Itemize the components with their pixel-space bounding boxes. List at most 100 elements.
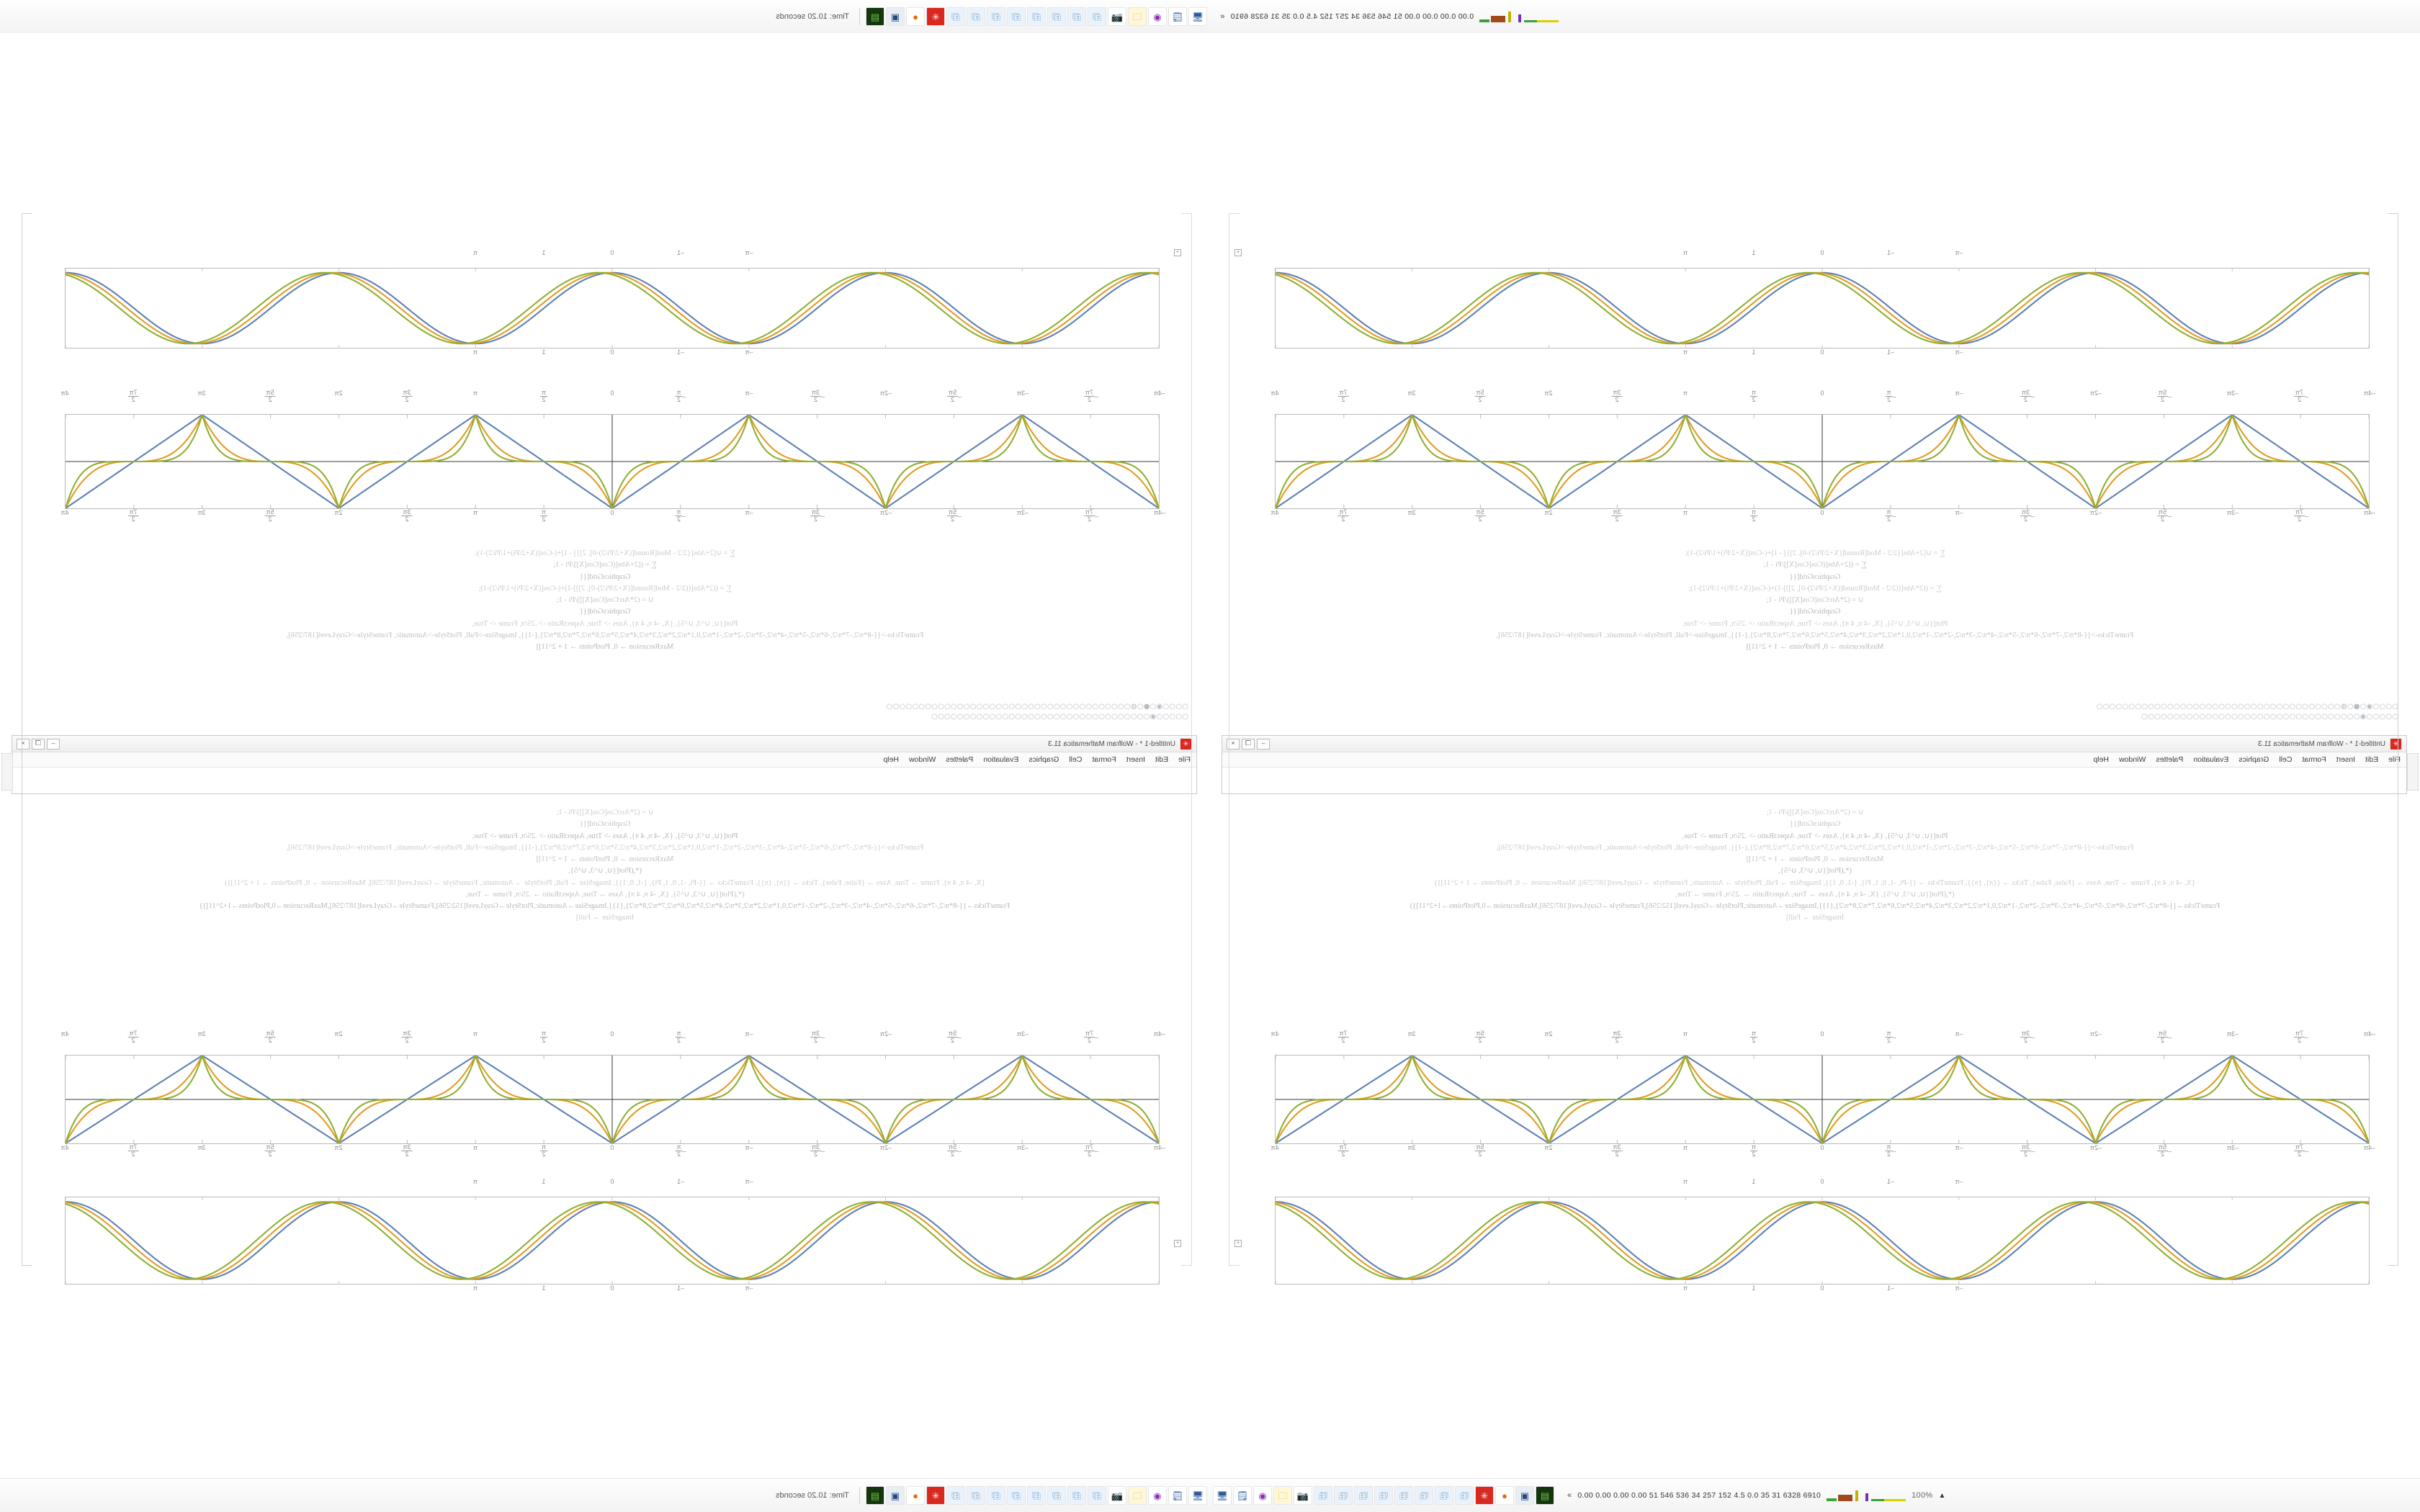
taskbar-icon-list-mirrored[interactable]: 🖥 🗒 ◉ 🗀 📷 🗊 🗊 🗊 🗊 🗊 🗊 🗊 🗊 ✳ ● ▣ ▤ xyxy=(863,1486,1210,1505)
tray-chevron-icon[interactable]: « xyxy=(1220,12,1225,21)
save-icon[interactable]: ▣ xyxy=(886,1486,905,1505)
notepad-icon[interactable]: 🗊 xyxy=(1027,7,1046,26)
taskbar-icon-list[interactable]: 🖥 🗒 ◉ 🗀 📷 🗊 🗊 🗊 🗊 🗊 🗊 🗊 🗊 ✳ ● ▣ ▤ xyxy=(863,7,1210,26)
media-icon[interactable]: ◉ xyxy=(1148,7,1167,26)
menu-item-evaluation[interactable]: Evaluation xyxy=(983,755,1019,764)
notebook-titlebar-left[interactable]: ✳ Untitled-1 * - Wolfram Mathematica 11.… xyxy=(12,736,1196,752)
code-block-upper-right[interactable]: ∑ = ∪[2+Abs[{2/2 - Mod[Round[(X+2/Pi/2)-… xyxy=(1239,548,2391,653)
notepad-icon[interactable]: 🗊 xyxy=(1415,1486,1433,1505)
code-block-lower-left[interactable]: ∪ = (2*ArcCos[Cos[X]])/Pi - 1; GraphicsGr… xyxy=(29,807,1181,924)
media-icon[interactable]: ◉ xyxy=(1148,1486,1167,1505)
notepad-icon[interactable]: 🗊 xyxy=(1354,1486,1373,1505)
menubar-right[interactable]: File Edit Insert Format Cell Graphics Evaluati… xyxy=(1222,752,2406,768)
scrollbar-left[interactable] xyxy=(1,753,13,791)
mathematica-icon[interactable]: ✳ xyxy=(926,1486,945,1505)
code-block-lower-right[interactable]: ∪ = (2*ArcCos[Cos[X]])/Pi - 1; GraphicsGr… xyxy=(1239,807,2391,924)
menu-item-graphics[interactable]: Graphics xyxy=(2238,755,2269,764)
terminal-icon[interactable]: ▤ xyxy=(866,1486,884,1505)
folder-icon[interactable]: 🗀 xyxy=(1273,1486,1292,1505)
notepad-icon[interactable]: 🗊 xyxy=(1394,1486,1413,1505)
cell-marker-tr[interactable]: + xyxy=(1234,249,1242,256)
code-block-upper-left[interactable]: ∑ = ∪[2+Abs[{2/2 - Mod[Round[(X+2/Pi/2)-… xyxy=(29,548,1181,653)
menu-item-insert[interactable]: Insert xyxy=(2336,755,2355,764)
save-icon[interactable]: ▣ xyxy=(886,7,905,26)
menu-item-help[interactable]: Help xyxy=(2093,755,2109,764)
menu-item-format[interactable]: Format xyxy=(2302,755,2326,764)
terminal-icon[interactable]: ▤ xyxy=(1536,1486,1554,1505)
firefox-icon[interactable]: ● xyxy=(906,1486,925,1505)
computer-icon[interactable]: 🖥 xyxy=(1188,1486,1207,1505)
menu-item-window[interactable]: Window xyxy=(908,755,936,764)
notepad-icon[interactable]: 🗊 xyxy=(1047,7,1066,26)
minimize-button[interactable]: – xyxy=(1257,738,1270,750)
notepad-icon[interactable]: 🗊 xyxy=(1047,1486,1066,1505)
maximize-button[interactable]: ❐ xyxy=(32,738,45,750)
notepad-icon[interactable]: 🗊 xyxy=(1334,1486,1353,1505)
cell-bracket-outer-right[interactable] xyxy=(2388,213,2398,1266)
taskbar-right-group[interactable]: 🖥 🗒 ◉ 🗀 📷 🗊 🗊 🗊 🗊 🗊 🗊 🗊 🗊 ✳ ● ▣ ▤ Time: 10.20 seconds xyxy=(0,0,1210,33)
notepad-icon[interactable]: 🗊 xyxy=(946,1486,965,1505)
folder-icon[interactable]: 🗀 xyxy=(1128,1486,1147,1505)
cell-bracket-inner-left[interactable] xyxy=(1181,213,1192,1266)
media-icon[interactable]: ◉ xyxy=(1253,1486,1272,1505)
cell-marker-bl[interactable]: + xyxy=(1174,1240,1181,1247)
menu-item-palettes[interactable]: Palettes xyxy=(2156,755,2184,764)
folder-icon[interactable]: 🗀 xyxy=(1128,7,1147,26)
menu-item-evaluation[interactable]: Evaluation xyxy=(2193,755,2229,764)
scrollbar-right[interactable] xyxy=(2407,753,2419,791)
computer-icon[interactable]: 🖥 xyxy=(1188,7,1207,26)
minimize-button[interactable]: – xyxy=(47,738,60,750)
notepad-icon[interactable]: 🗊 xyxy=(1067,7,1086,26)
taskbar-top-mirrored[interactable]: 0.00 0.00 0.00 0.00 51 546 536 34 257 15… xyxy=(0,0,2420,33)
notepad-icon[interactable]: 🗊 xyxy=(967,7,985,26)
menu-item-format[interactable]: Format xyxy=(1092,755,1116,764)
menu-item-edit[interactable]: Edit xyxy=(1155,755,1169,764)
notepad-icon[interactable]: 🗊 xyxy=(1088,7,1106,26)
maximize-button[interactable]: ❐ xyxy=(1242,738,1255,750)
notepad-icon[interactable]: 🗊 xyxy=(1455,1486,1474,1505)
cell-bracket-outer-left[interactable] xyxy=(22,213,32,1266)
menu-item-window[interactable]: Window xyxy=(2118,755,2146,764)
cell-bracket-inner-right[interactable] xyxy=(1229,213,1240,1266)
notepad-icon[interactable]: 🗊 xyxy=(1007,1486,1026,1505)
notepad-icon[interactable]: 🗊 xyxy=(987,1486,1005,1505)
notepad-icon[interactable]: 🗊 xyxy=(1027,1486,1046,1505)
notepad-icon[interactable]: 🗊 xyxy=(1088,1486,1106,1505)
menu-item-cell[interactable]: Cell xyxy=(1069,755,1083,764)
notepad-icon[interactable]: 🗊 xyxy=(987,7,1005,26)
notebook-titlebar-right[interactable]: ✳ Untitled-1 * - Wolfram Mathematica 11.… xyxy=(1222,736,2406,752)
document-icon[interactable]: 🗒 xyxy=(1168,7,1187,26)
taskbar-icon-list-2[interactable]: 🖥 🗒 ◉ 🗀 📷 🗊 🗊 🗊 🗊 🗊 🗊 🗊 🗊 ✳ ● ▣ ▤ xyxy=(1210,1486,1557,1505)
taskbar-left-group[interactable]: 0.00 0.00 0.00 0.00 51 546 536 34 257 15… xyxy=(1210,0,2420,33)
menu-item-cell[interactable]: Cell xyxy=(2279,755,2293,764)
menu-item-palettes[interactable]: Palettes xyxy=(946,755,974,764)
menu-item-insert[interactable]: Insert xyxy=(1126,755,1145,764)
camera-icon[interactable]: 📷 xyxy=(1108,1486,1126,1505)
document-icon[interactable]: 🗒 xyxy=(1233,1486,1252,1505)
notepad-icon[interactable]: 🗊 xyxy=(967,1486,985,1505)
mathematica-icon[interactable]: ✳ xyxy=(926,7,945,26)
camera-icon[interactable]: 📷 xyxy=(1108,7,1126,26)
menubar-left[interactable]: File Edit Insert Format Cell Graphics Evaluati… xyxy=(12,752,1196,768)
cell-marker-tl[interactable]: + xyxy=(1174,249,1181,256)
menu-item-edit[interactable]: Edit xyxy=(2365,755,2379,764)
computer-icon[interactable]: 🖥 xyxy=(1213,1486,1232,1505)
mathematica-icon[interactable]: ✳ xyxy=(1475,1486,1494,1505)
notepad-icon[interactable]: 🗊 xyxy=(1374,1486,1393,1505)
firefox-icon[interactable]: ● xyxy=(1495,1486,1514,1505)
camera-icon[interactable]: 📷 xyxy=(1294,1486,1312,1505)
taskbar-bottom[interactable]: Time: 10.20 seconds 🖥 🗒 ◉ 🗀 📷 🗊 🗊 🗊 🗊 🗊 🗊 🗊 🗊 ✳ ● ▣ ▤ 🖥 🗒… xyxy=(0,1479,2420,1512)
cell-marker-br[interactable]: + xyxy=(1234,1240,1242,1247)
tray-chevron-icon-2[interactable]: « xyxy=(1567,1491,1572,1500)
terminal-icon[interactable]: ▤ xyxy=(866,7,884,26)
notepad-icon[interactable]: 🗊 xyxy=(1314,1486,1332,1505)
notepad-icon[interactable]: 🗊 xyxy=(1067,1486,1086,1505)
taskbar-bottom-left-group[interactable]: Time: 10.20 seconds 🖥 🗒 ◉ 🗀 📷 🗊 🗊 🗊 🗊 🗊 🗊 🗊 🗊 ✳ ● ▣ ▤ xyxy=(0,1479,1210,1512)
save-icon[interactable]: ▣ xyxy=(1515,1486,1534,1505)
notepad-icon[interactable]: 🗊 xyxy=(1435,1486,1453,1505)
notepad-icon[interactable]: 🗊 xyxy=(1007,7,1026,26)
taskbar-bottom-right-group[interactable]: 🖥 🗒 ◉ 🗀 📷 🗊 🗊 🗊 🗊 🗊 🗊 🗊 🗊 ✳ ● ▣ ▤ « 0.00 0.00 0.00 0.00 … xyxy=(1210,1479,2420,1512)
firefox-icon[interactable]: ● xyxy=(906,7,925,26)
notepad-icon[interactable]: 🗊 xyxy=(946,7,965,26)
menu-item-graphics[interactable]: Graphics xyxy=(1028,755,1059,764)
